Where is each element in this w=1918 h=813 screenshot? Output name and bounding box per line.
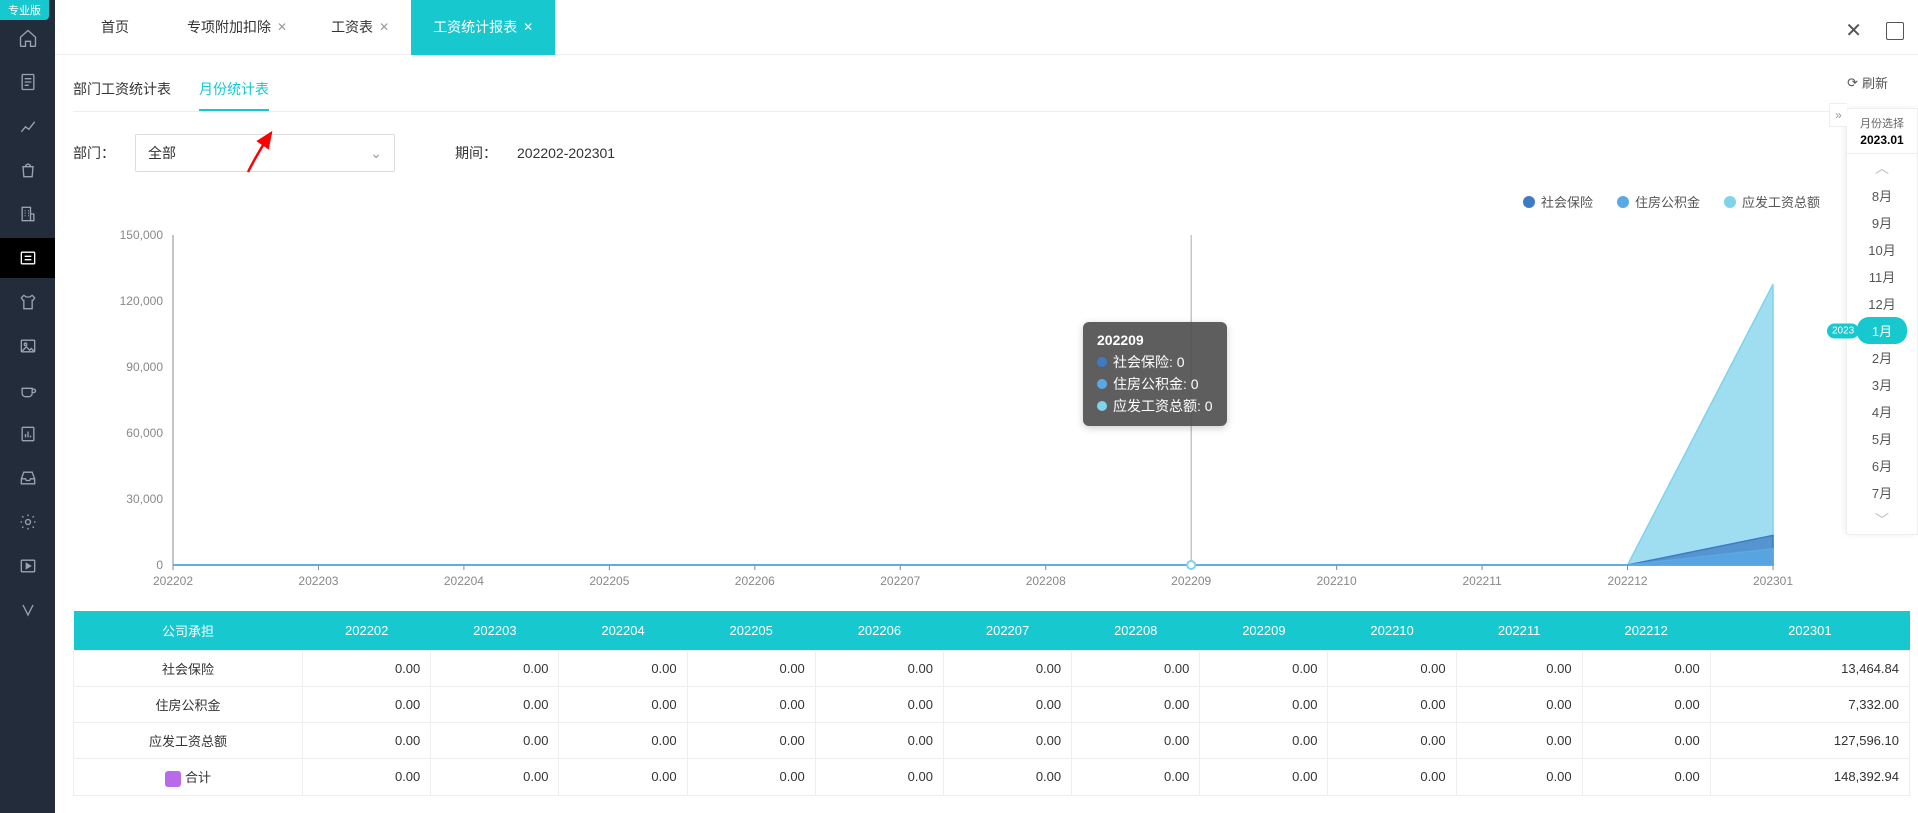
refresh-button[interactable]: ⟳刷新 [1847, 73, 1888, 92]
table-header: 202202 [303, 611, 431, 651]
salary-table: 公司承担202202202203202204202205202206202207… [73, 611, 1910, 796]
sub-tabs: 部门工资统计表月份统计表 ⟳刷新 [73, 73, 1910, 112]
page-tabs: 首页专项附加扣除✕工资表✕工资统计报表✕ [55, 0, 1918, 55]
table-header: 202204 [559, 611, 687, 651]
salary-area-chart[interactable]: 0 30,000 60,000 90,000 120,000 150,000 202202 2… [73, 215, 1793, 605]
tab-首页[interactable]: 首页 [79, 0, 165, 55]
chevron-down-icon: ⌄ [370, 145, 382, 162]
nav-bag-icon[interactable] [0, 150, 55, 190]
table-row: 应发工资总额0.000.000.000.000.000.000.000.000.… [74, 723, 1910, 759]
svg-text:202206: 202206 [735, 574, 775, 588]
month-scroll-up-icon[interactable]: ︿ [1847, 154, 1917, 182]
svg-text:202202: 202202 [153, 574, 193, 588]
tab-close-icon[interactable]: ✕ [523, 20, 533, 34]
svg-text:30,000: 30,000 [126, 492, 163, 506]
table-row: 住房公积金0.000.000.000.000.000.000.000.000.0… [74, 687, 1910, 723]
svg-text:202207: 202207 [880, 574, 920, 588]
nav-inbox-icon[interactable] [0, 458, 55, 498]
month-option[interactable]: 12月 [1847, 290, 1917, 317]
svg-text:202211: 202211 [1463, 574, 1502, 588]
svg-text:202205: 202205 [589, 574, 629, 588]
nav-image-icon[interactable] [0, 326, 55, 366]
table-header: 202208 [1072, 611, 1200, 651]
month-option[interactable]: 6月 [1847, 452, 1917, 479]
svg-text:150,000: 150,000 [120, 228, 164, 242]
month-option[interactable]: 11月 [1847, 263, 1917, 290]
year-badge: 2023 [1827, 323, 1859, 338]
tab-close-icon[interactable]: ✕ [379, 20, 389, 34]
nav-building-icon[interactable] [0, 194, 55, 234]
table-header: 202301 [1710, 611, 1909, 651]
table-header: 202203 [431, 611, 559, 651]
legend-item[interactable]: 住房公积金 [1617, 192, 1700, 211]
nav-gear-icon[interactable] [0, 502, 55, 542]
nav-coffee-icon[interactable] [0, 370, 55, 410]
svg-text:0: 0 [156, 558, 163, 572]
table-header: 202206 [815, 611, 943, 651]
svg-text:202208: 202208 [1026, 574, 1066, 588]
svg-text:90,000: 90,000 [126, 360, 163, 374]
chart-tooltip: 202209社会保险: 0住房公积金: 0应发工资总额: 0 [1083, 322, 1227, 426]
svg-text:202203: 202203 [298, 574, 338, 588]
table-header: 公司承担 [74, 611, 303, 651]
expand-icon[interactable] [1886, 22, 1904, 40]
nav-salary-icon[interactable] [0, 238, 55, 278]
month-panel-header: 月份选择 [1847, 109, 1917, 133]
svg-text:202212: 202212 [1608, 574, 1648, 588]
nav-v-icon[interactable] [0, 590, 55, 630]
svg-text:202301: 202301 [1753, 574, 1793, 588]
table-header: 202212 [1582, 611, 1710, 651]
table-total-row: 合计0.000.000.000.000.000.000.000.000.000.… [74, 759, 1910, 796]
svg-text:202210: 202210 [1317, 574, 1357, 588]
month-picker-panel: » 月份选择 2023.01 ︿ 8月9月10月11月12月1月20232月3月… [1846, 108, 1918, 535]
nav-shirt-icon[interactable] [0, 282, 55, 322]
month-option[interactable]: 4月 [1847, 398, 1917, 425]
period-value: 202202-202301 [517, 145, 615, 161]
month-option[interactable]: 9月 [1847, 209, 1917, 236]
chart-container: 社会保险 住房公积金 应发工资总额 0 30,000 60,000 90,000 120,0… [73, 192, 1910, 605]
table-header: 202207 [943, 611, 1071, 651]
tab-工资统计报表[interactable]: 工资统计报表✕ [411, 0, 555, 55]
edition-badge: 专业版 [0, 0, 49, 20]
subtab-部门工资统计表[interactable]: 部门工资统计表 [73, 73, 171, 111]
svg-text:120,000: 120,000 [120, 294, 164, 308]
svg-text:60,000: 60,000 [126, 426, 163, 440]
table-header: 202210 [1328, 611, 1456, 651]
chart-legend: 社会保险 住房公积金 应发工资总额 [73, 192, 1910, 211]
total-icon [165, 771, 181, 787]
tab-专项附加扣除[interactable]: 专项附加扣除✕ [165, 0, 309, 55]
month-scroll-down-icon[interactable]: ﹀ [1847, 506, 1917, 534]
month-panel-current: 2023.01 [1847, 133, 1917, 154]
subtab-月份统计表[interactable]: 月份统计表 [199, 73, 269, 111]
table-row: 社会保险0.000.000.000.000.000.000.000.000.00… [74, 651, 1910, 687]
panel-collapse-icon[interactable]: » [1829, 103, 1847, 127]
tab-close-icon[interactable]: ✕ [277, 20, 287, 34]
svg-text:202204: 202204 [444, 574, 484, 588]
table-header: 202211 [1456, 611, 1582, 651]
month-option[interactable]: 8月 [1847, 182, 1917, 209]
month-option[interactable]: 10月 [1847, 236, 1917, 263]
tab-工资表[interactable]: 工资表✕ [309, 0, 411, 55]
nav-play-icon[interactable] [0, 546, 55, 586]
nav-doc-icon[interactable] [0, 62, 55, 102]
table-header: 202209 [1200, 611, 1328, 651]
svg-text:202209: 202209 [1171, 574, 1211, 588]
month-option[interactable]: 3月 [1847, 371, 1917, 398]
legend-item[interactable]: 社会保险 [1523, 192, 1593, 211]
nav-home-icon[interactable] [0, 18, 55, 58]
dept-label: 部门： [73, 143, 115, 163]
filter-row: 部门： 全部 ⌄ 期间： 202202-202301 [73, 112, 1910, 182]
dept-select[interactable]: 全部 ⌄ [135, 134, 395, 172]
nav-report-icon[interactable] [0, 414, 55, 454]
month-option[interactable]: 7月 [1847, 479, 1917, 506]
month-option[interactable]: 2月 [1847, 344, 1917, 371]
legend-item[interactable]: 应发工资总额 [1724, 192, 1820, 211]
period-label: 期间： [455, 143, 497, 163]
nav-chart-icon[interactable] [0, 106, 55, 146]
left-nav-rail [0, 0, 55, 813]
close-icon[interactable]: ✕ [1845, 18, 1862, 43]
table-header: 202205 [687, 611, 815, 651]
month-option[interactable]: 5月 [1847, 425, 1917, 452]
month-option[interactable]: 1月2023 [1857, 317, 1907, 344]
